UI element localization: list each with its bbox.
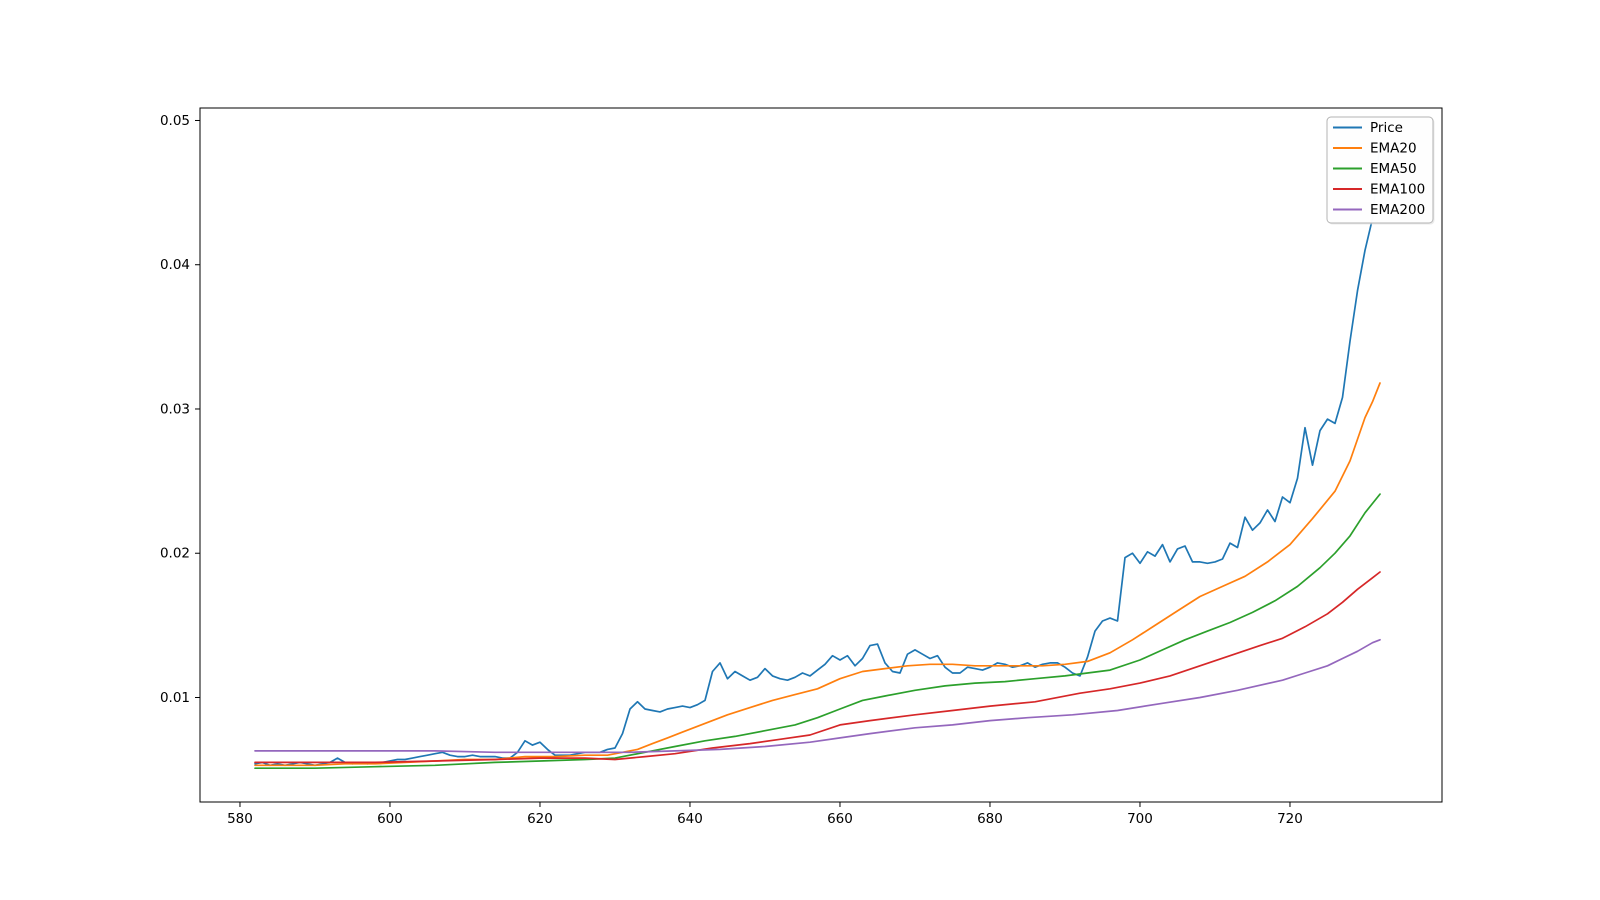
legend-item: EMA50 <box>1333 161 1417 177</box>
series-lines <box>254 141 1381 770</box>
legend-label: EMA50 <box>1370 161 1417 177</box>
legend-item: EMA100 <box>1333 182 1425 198</box>
x-tick-label: 600 <box>377 811 403 827</box>
plot-border <box>199 107 1443 803</box>
x-tick-label: 620 <box>527 811 553 827</box>
price-line <box>254 141 1381 767</box>
x-tick-label: 580 <box>227 811 253 827</box>
legend-item: EMA20 <box>1333 141 1417 157</box>
y-axis: 0.01 0.02 0.03 0.04 0.05 <box>160 113 200 706</box>
x-tick-label: 660 <box>827 811 853 827</box>
x-tick-label: 700 <box>1127 811 1153 827</box>
legend-label: Price <box>1370 120 1403 136</box>
x-tick-label: 720 <box>1277 811 1303 827</box>
legend-box <box>1326 116 1434 224</box>
legend-label: EMA200 <box>1370 202 1425 218</box>
legend-label: EMA100 <box>1370 182 1425 198</box>
x-tick-label: 640 <box>677 811 703 827</box>
ema20-line <box>254 382 1381 767</box>
ema200-line <box>254 638 1381 754</box>
y-tick-label: 0.02 <box>160 546 190 562</box>
legend-item: Price <box>1333 120 1403 136</box>
legend-label: EMA20 <box>1370 141 1417 157</box>
y-tick-label: 0.05 <box>160 113 190 129</box>
legend: Price EMA20 EMA50 EMA100 EMA200 <box>1326 116 1435 225</box>
y-tick-label: 0.03 <box>160 401 190 417</box>
y-tick-label: 0.04 <box>160 257 190 273</box>
ema100-line <box>254 571 1381 764</box>
x-axis: 580 600 620 640 660 680 700 720 <box>227 802 1303 827</box>
legend-item: EMA200 <box>1333 202 1425 218</box>
y-tick-label: 0.01 <box>160 690 190 706</box>
x-tick-label: 680 <box>977 811 1003 827</box>
